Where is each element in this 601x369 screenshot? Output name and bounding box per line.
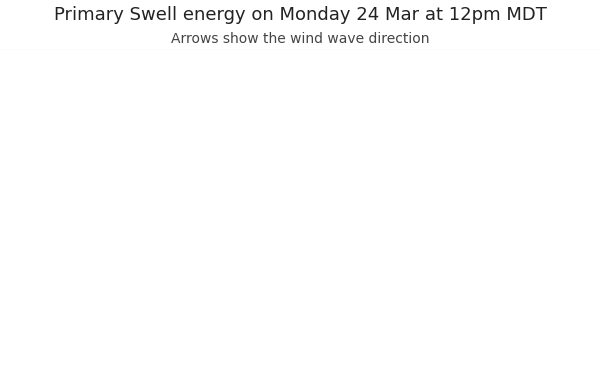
Text: Arrows show the wind wave direction: Arrows show the wind wave direction bbox=[171, 32, 430, 46]
Text: Primary Swell energy on Monday 24 Mar at 12pm MDT: Primary Swell energy on Monday 24 Mar at… bbox=[54, 6, 547, 24]
Text: Requires cartopy: Requires cartopy bbox=[218, 200, 383, 219]
